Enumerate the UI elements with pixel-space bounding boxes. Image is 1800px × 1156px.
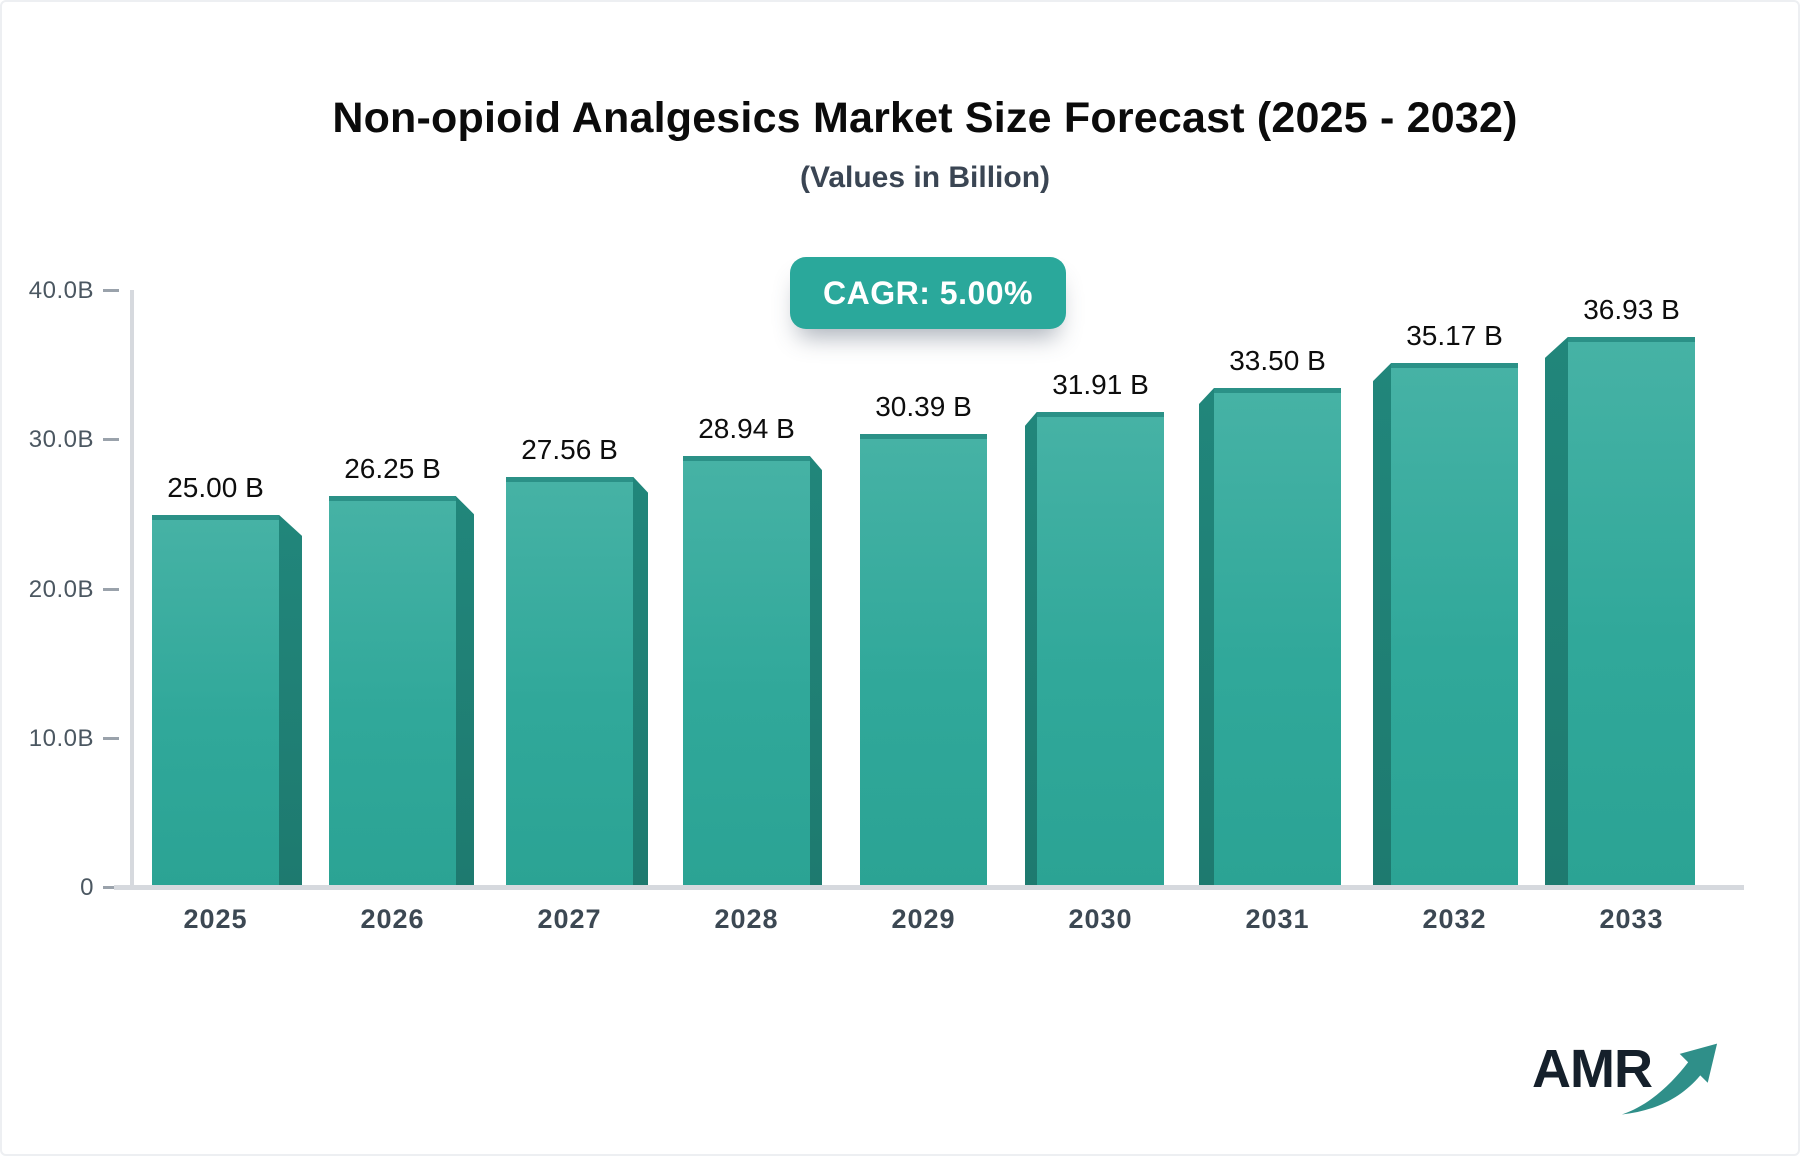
bar-value-label: 28.94 B [698, 413, 795, 445]
y-axis-tick-label: 20.0B [28, 575, 94, 603]
bar-side-face-2028 [810, 456, 822, 888]
bar-2030[interactable] [1037, 411, 1164, 888]
x-axis-label-2033: 2033 [1599, 904, 1664, 934]
bar-value-label: 36.93 B [1583, 293, 1680, 325]
x-axis-label-2031: 2031 [1245, 904, 1310, 934]
chart-header: Non-opioid Analgesics Market Size Foreca… [2, 94, 1798, 195]
x-axis-label-2026: 2026 [360, 904, 425, 934]
y-axis-tick-mark [103, 736, 119, 740]
y-axis-tick-mark [103, 289, 119, 292]
bar-2033[interactable] [1568, 336, 1695, 888]
bar-2031[interactable] [1214, 388, 1341, 888]
x-axis-label-2027: 2027 [537, 904, 602, 934]
bar-side-face-2031 [1199, 388, 1214, 888]
chart-subtitle: (Values in Billion) [799, 161, 1051, 194]
bar-value-label: 35.17 B [1406, 320, 1503, 352]
bar-2026[interactable] [329, 496, 456, 888]
x-axis-label-2029: 2029 [891, 904, 956, 934]
amr-logo: AMR [1532, 1032, 1722, 1122]
y-axis-tick-label: 10.0B [28, 724, 94, 752]
bar-side-face-2033 [1545, 336, 1568, 888]
bar-2029[interactable] [860, 434, 987, 888]
cagr-badge: CAGR: 5.00% [790, 257, 1066, 329]
x-axis-label-2032: 2032 [1422, 904, 1487, 934]
y-axis-tick-mark [103, 587, 119, 591]
x-axis-baseline [114, 885, 1744, 890]
y-axis-tick-label: 40.0B [28, 277, 94, 304]
y-axis-tick-label: 0 [80, 874, 94, 901]
bar-value-label: 27.56 B [521, 433, 618, 465]
y-axis-line [130, 290, 134, 890]
y-axis-tick-label: 30.0B [28, 426, 94, 454]
bar-2025[interactable] [152, 514, 279, 888]
growth-arrow-icon [1621, 1043, 1718, 1115]
y-axis-tick-mark [103, 886, 119, 889]
x-axis-label-2028: 2028 [714, 904, 779, 934]
bar-value-label: 25.00 B [167, 471, 264, 503]
bar-side-face-2030 [1025, 411, 1037, 888]
x-axis-label-2030: 2030 [1068, 904, 1133, 934]
bar-side-face-2025 [279, 514, 302, 888]
bar-2027[interactable] [506, 476, 633, 888]
bar-side-face-2032 [1373, 363, 1391, 888]
x-axis-label-2025: 2025 [183, 904, 248, 934]
bar-side-face-2027 [633, 476, 648, 888]
y-axis-tick-mark [103, 438, 119, 442]
bar-2032[interactable] [1391, 363, 1518, 888]
bar-value-label: 33.50 B [1229, 345, 1326, 376]
chart-title: Non-opioid Analgesics Market Size Foreca… [332, 94, 1518, 142]
bar-value-label: 30.39 B [875, 391, 972, 423]
bar-value-label: 31.91 B [1052, 368, 1149, 400]
bar-2028[interactable] [683, 456, 810, 888]
amr-logo-text: AMR [1532, 1039, 1653, 1099]
bar-value-label: 26.25 B [344, 453, 441, 485]
bar-side-face-2026 [456, 496, 474, 888]
